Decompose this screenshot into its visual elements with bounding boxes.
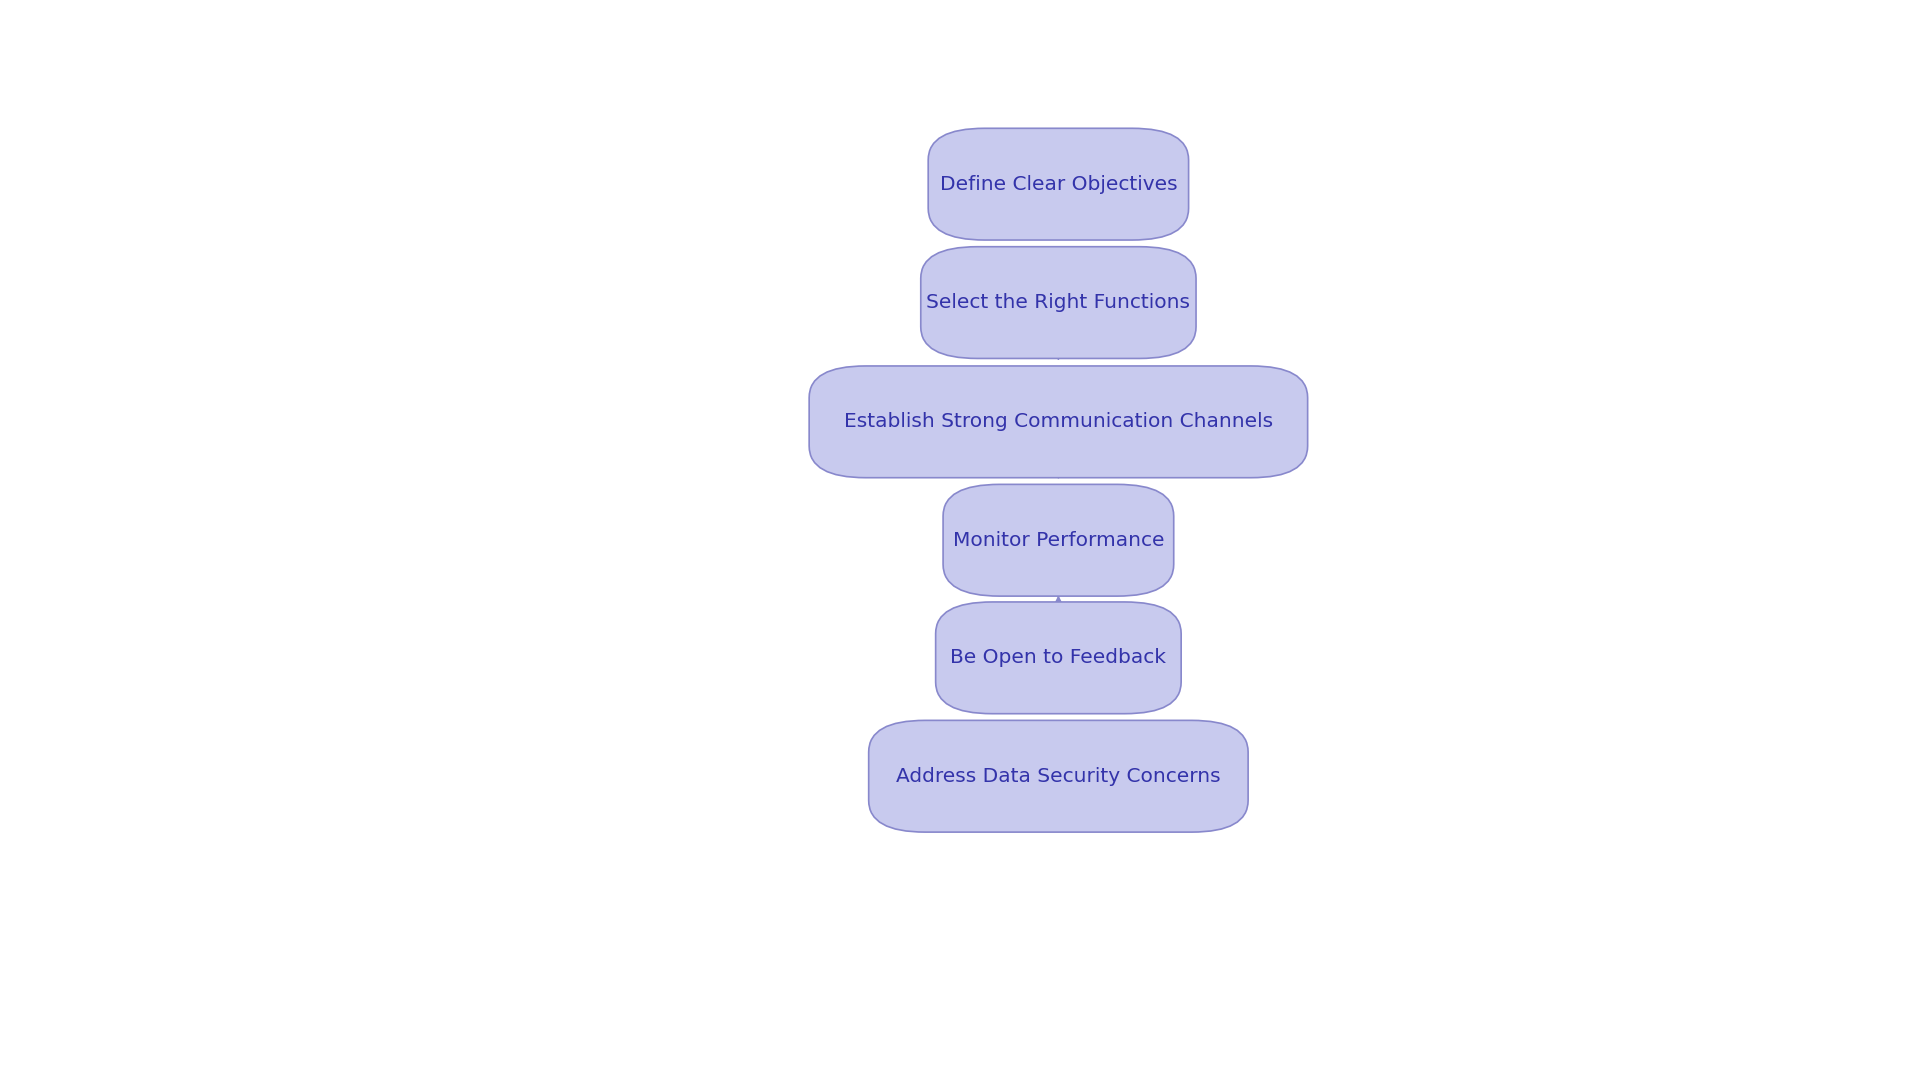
FancyBboxPatch shape	[868, 720, 1248, 832]
Text: Address Data Security Concerns: Address Data Security Concerns	[897, 767, 1221, 786]
Text: Select the Right Functions: Select the Right Functions	[927, 293, 1190, 312]
Text: Be Open to Feedback: Be Open to Feedback	[950, 649, 1167, 667]
Text: Monitor Performance: Monitor Performance	[952, 531, 1164, 550]
FancyBboxPatch shape	[808, 366, 1308, 478]
Text: Establish Strong Communication Channels: Establish Strong Communication Channels	[843, 413, 1273, 431]
FancyBboxPatch shape	[935, 602, 1181, 714]
FancyBboxPatch shape	[927, 128, 1188, 240]
FancyBboxPatch shape	[943, 484, 1173, 596]
Text: Define Clear Objectives: Define Clear Objectives	[939, 174, 1177, 194]
FancyBboxPatch shape	[922, 247, 1196, 358]
